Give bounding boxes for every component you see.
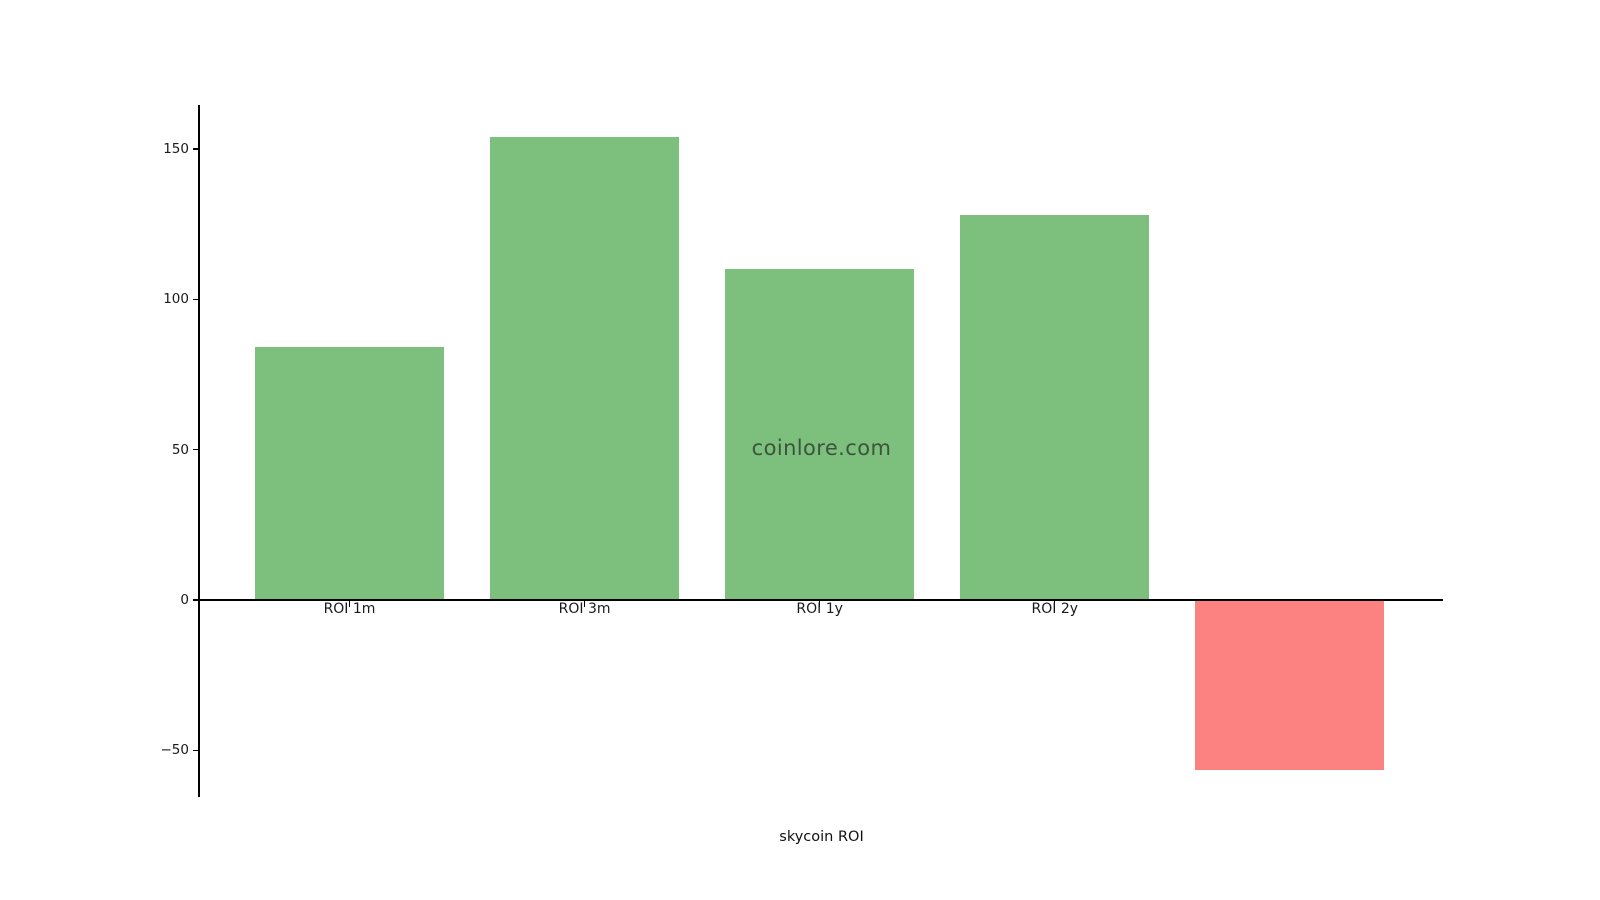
x-tick-mark [1054, 600, 1056, 607]
y-tick-label: 100 [163, 291, 189, 308]
x-tick-label: ROI 1m [323, 600, 376, 617]
bar-roi-1m [255, 347, 444, 600]
y-tick-mark [192, 749, 200, 752]
y-tick-mark [192, 148, 200, 150]
y-tick-label: 0 [180, 592, 189, 608]
y-tick-mark [192, 298, 200, 300]
y-tick-label: 50 [171, 441, 189, 458]
bar-roi-1y [725, 269, 915, 600]
y-tick-mark [192, 448, 200, 451]
watermark: coinlore.com [751, 436, 892, 460]
x-tick-label: ROI 1y [796, 600, 843, 617]
bar-roi-2y [960, 215, 1150, 600]
x-tick-label: ROI 2y [1031, 600, 1079, 617]
x-axis-zero-line [200, 599, 1443, 601]
x-tick-mark [348, 600, 351, 607]
y-axis-line [198, 105, 200, 797]
bar-roi-3m [490, 136, 680, 600]
y-tick-label: −50 [160, 742, 190, 759]
x-tick-mark [583, 600, 586, 607]
y-tick-mark [192, 599, 200, 601]
chart-title: skycoin ROI [779, 829, 864, 845]
x-tick-label: ROI 3m [558, 600, 611, 617]
x-tick-mark [819, 600, 821, 607]
bar-unlabeled [1195, 601, 1385, 770]
y-tick-label: 150 [163, 140, 189, 157]
